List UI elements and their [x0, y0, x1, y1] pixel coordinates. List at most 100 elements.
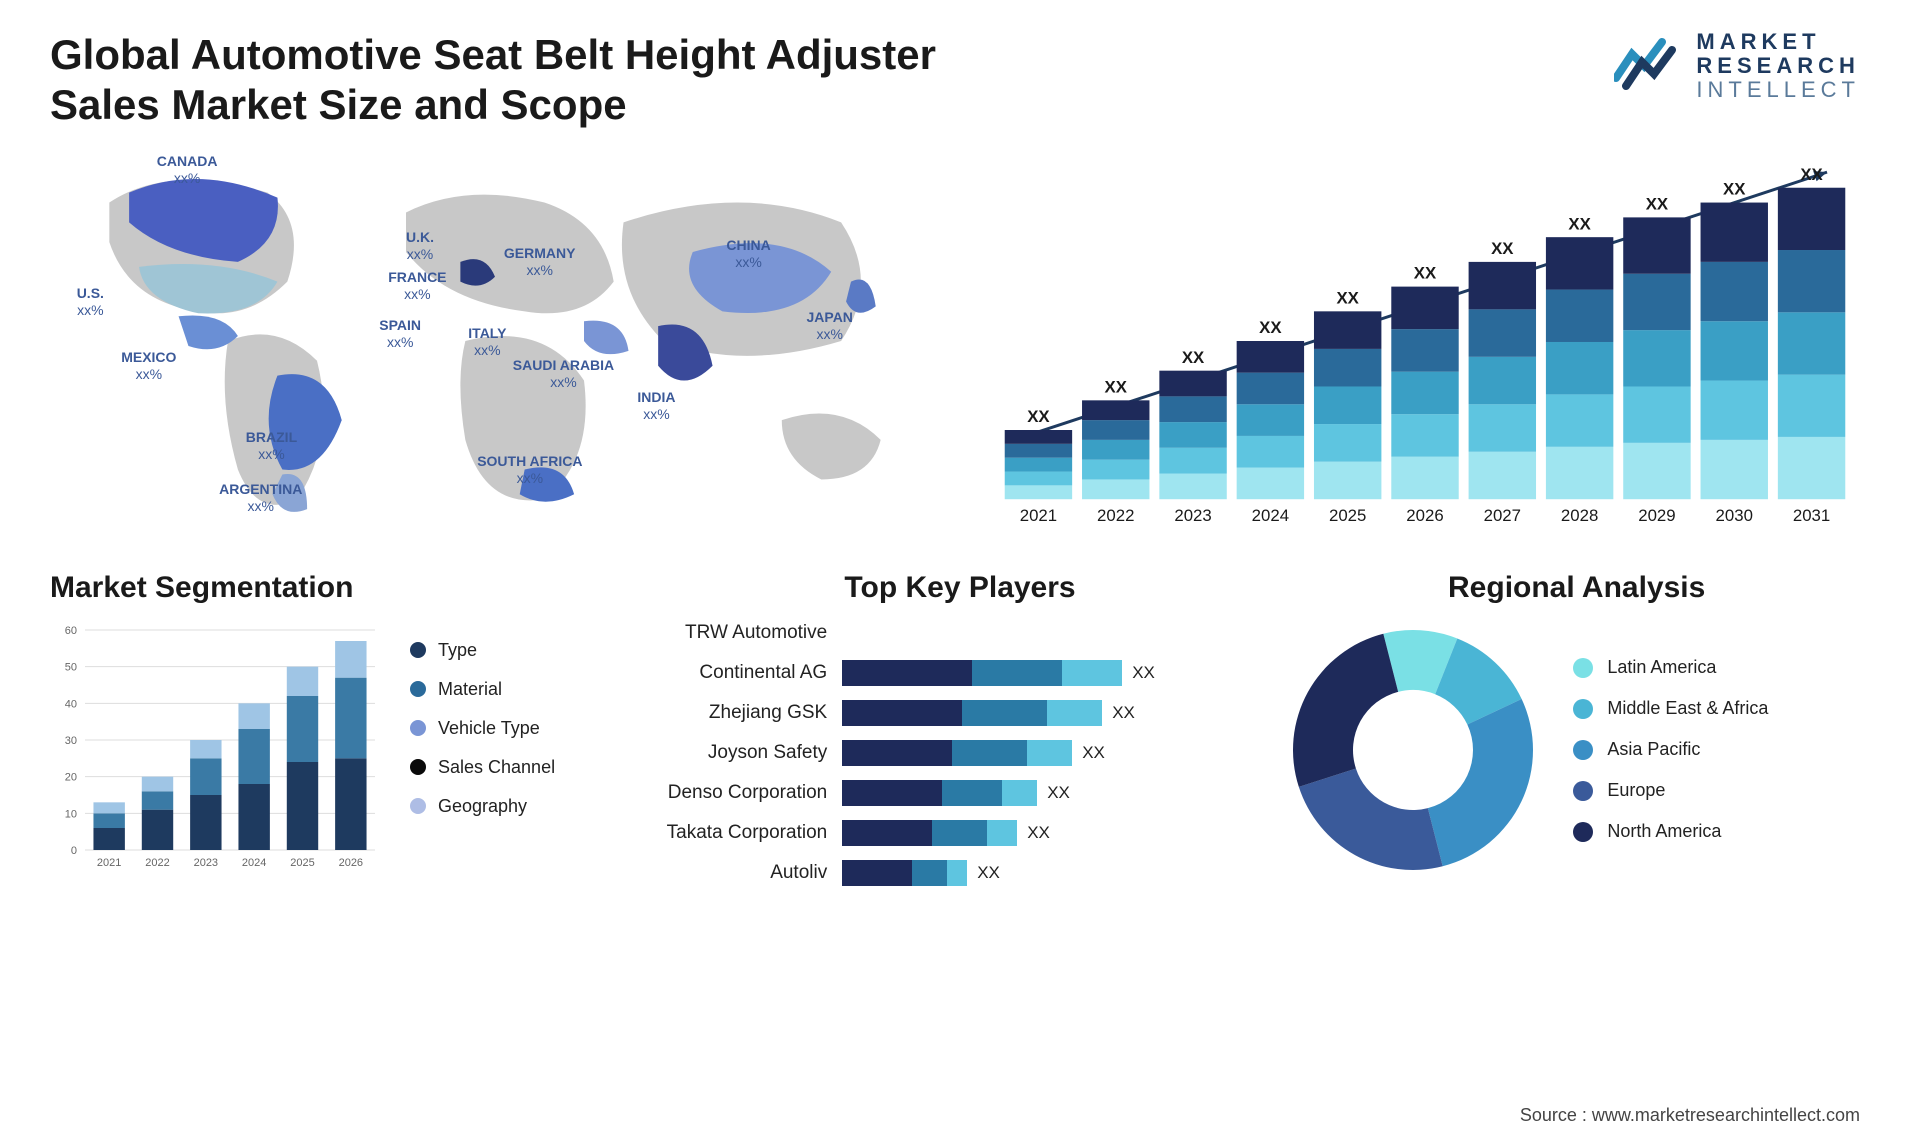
- segmentation-title: Market Segmentation: [50, 571, 637, 605]
- svg-text:60: 60: [65, 625, 77, 637]
- player-name: Continental AG: [667, 660, 828, 686]
- svg-text:2022: 2022: [1097, 506, 1134, 525]
- svg-text:2027: 2027: [1484, 506, 1521, 525]
- players-section: Top Key Players TRW Automotive Continenta…: [667, 571, 1254, 886]
- svg-text:XX: XX: [1027, 407, 1050, 426]
- player-name: Zhejiang GSK: [667, 700, 828, 726]
- map-label-italy: ITALYxx%: [468, 325, 506, 359]
- svg-text:20: 20: [65, 771, 77, 783]
- player-bar-row: XX: [842, 660, 1155, 686]
- brand-logo: MARKET RESEARCH INTELLECT: [1614, 30, 1860, 103]
- regional-title: Regional Analysis: [1283, 571, 1870, 605]
- regional-legend: Latin America Middle East & Africa Asia Pa…: [1573, 657, 1768, 842]
- player-value: XX: [1082, 743, 1105, 763]
- svg-text:0: 0: [71, 845, 77, 857]
- player-name: Joyson Safety: [667, 740, 828, 766]
- svg-text:50: 50: [65, 661, 77, 673]
- svg-text:XX: XX: [1800, 165, 1823, 184]
- source-text: Source : www.marketresearchintellect.com: [1520, 1105, 1860, 1126]
- map-label-canada: CANADAxx%: [157, 153, 218, 187]
- region-legend-item: Middle East & Africa: [1573, 698, 1768, 719]
- player-value: XX: [1112, 703, 1135, 723]
- map-label-us: U.S.xx%: [77, 285, 104, 319]
- seg-legend-item: Vehicle Type: [410, 718, 555, 739]
- svg-text:2026: 2026: [339, 857, 363, 869]
- svg-text:XX: XX: [1259, 318, 1282, 337]
- svg-text:2023: 2023: [194, 857, 218, 869]
- svg-text:2024: 2024: [1252, 506, 1289, 525]
- donut-chart-svg: [1283, 620, 1543, 880]
- svg-text:30: 30: [65, 735, 77, 747]
- logo-mark-icon: [1614, 36, 1684, 97]
- map-label-argentina: ARGENTINAxx%: [219, 481, 302, 515]
- svg-text:2028: 2028: [1561, 506, 1598, 525]
- map-label-southafrica: SOUTH AFRICAxx%: [477, 453, 582, 487]
- segmentation-legend: Type Material Vehicle Type Sales Channel Geo…: [410, 620, 555, 817]
- svg-text:2021: 2021: [1020, 506, 1057, 525]
- map-label-japan: JAPANxx%: [807, 309, 853, 343]
- svg-text:XX: XX: [1723, 179, 1746, 198]
- svg-text:XX: XX: [1414, 263, 1437, 282]
- map-label-saudiarabia: SAUDI ARABIAxx%: [513, 357, 614, 391]
- svg-text:2023: 2023: [1174, 506, 1211, 525]
- svg-text:2030: 2030: [1716, 506, 1753, 525]
- player-name: Autoliv: [667, 860, 828, 886]
- seg-legend-item: Type: [410, 640, 555, 661]
- player-name: TRW Automotive: [667, 620, 828, 646]
- player-bar-row: XX: [842, 740, 1155, 766]
- player-value: XX: [1047, 783, 1070, 803]
- player-value: XX: [977, 863, 1000, 883]
- svg-text:2026: 2026: [1406, 506, 1443, 525]
- seg-legend-item: Geography: [410, 796, 555, 817]
- map-label-germany: GERMANYxx%: [504, 245, 576, 279]
- player-bar-row: XX: [842, 780, 1155, 806]
- svg-text:2024: 2024: [242, 857, 266, 869]
- region-legend-item: Latin America: [1573, 657, 1768, 678]
- map-label-mexico: MEXICOxx%: [121, 349, 176, 383]
- svg-text:10: 10: [65, 808, 77, 820]
- svg-text:2031: 2031: [1793, 506, 1830, 525]
- svg-text:XX: XX: [1646, 194, 1669, 213]
- player-name: Takata Corporation: [667, 820, 828, 846]
- growth-chart-svg: XX 2021 XX 2022 XX 2023 XX 2024 XX 2025 XX 2026 XX 20…: [980, 141, 1870, 541]
- logo-text-1: MARKET: [1696, 30, 1860, 54]
- svg-text:XX: XX: [1336, 288, 1359, 307]
- map-label-france: FRANCExx%: [388, 269, 446, 303]
- logo-text-3: INTELLECT: [1696, 78, 1860, 102]
- player-name: Denso Corporation: [667, 780, 828, 806]
- region-legend-item: North America: [1573, 821, 1768, 842]
- segmentation-section: Market Segmentation 0 10 20 30 40 50 60 2021 202…: [50, 571, 637, 886]
- world-map-panel: CANADAxx% U.S.xx% MEXICOxx% BRAZILxx% ARGENT…: [50, 141, 940, 541]
- map-label-spain: SPAINxx%: [379, 317, 421, 351]
- page-title: Global Automotive Seat Belt Height Adjus…: [50, 30, 1050, 131]
- players-bars: XX XX XX XX XX XX: [842, 620, 1155, 886]
- segmentation-chart-svg: 0102030405060202120222023202420252026: [50, 620, 380, 880]
- svg-text:XX: XX: [1105, 377, 1128, 396]
- map-label-india: INDIAxx%: [637, 389, 675, 423]
- player-value: XX: [1132, 663, 1155, 683]
- svg-text:2029: 2029: [1638, 506, 1675, 525]
- map-label-china: CHINAxx%: [726, 237, 770, 271]
- player-bar-row: XX: [842, 820, 1155, 846]
- regional-section: Regional Analysis Latin America Middle Ea…: [1283, 571, 1870, 886]
- map-label-brazil: BRAZILxx%: [246, 429, 297, 463]
- player-bar-row: XX: [842, 860, 1155, 886]
- svg-text:2021: 2021: [97, 857, 121, 869]
- svg-text:XX: XX: [1491, 239, 1514, 258]
- players-title: Top Key Players: [667, 571, 1254, 605]
- region-legend-item: Asia Pacific: [1573, 739, 1768, 760]
- svg-text:2025: 2025: [1329, 506, 1366, 525]
- player-value: XX: [1027, 823, 1050, 843]
- logo-text-2: RESEARCH: [1696, 54, 1860, 78]
- svg-text:40: 40: [65, 698, 77, 710]
- region-legend-item: Europe: [1573, 780, 1768, 801]
- svg-text:XX: XX: [1182, 348, 1205, 367]
- players-labels: TRW Automotive Continental AG Zhejiang GSK…: [667, 620, 828, 886]
- growth-chart-panel: XX 2021 XX 2022 XX 2023 XX 2024 XX 2025 XX 2026 XX 20…: [980, 141, 1870, 541]
- seg-legend-item: Material: [410, 679, 555, 700]
- seg-legend-item: Sales Channel: [410, 757, 555, 778]
- player-bar-row: XX: [842, 700, 1155, 726]
- map-label-uk: U.K.xx%: [406, 229, 434, 263]
- svg-text:2025: 2025: [290, 857, 314, 869]
- svg-text:XX: XX: [1568, 214, 1591, 233]
